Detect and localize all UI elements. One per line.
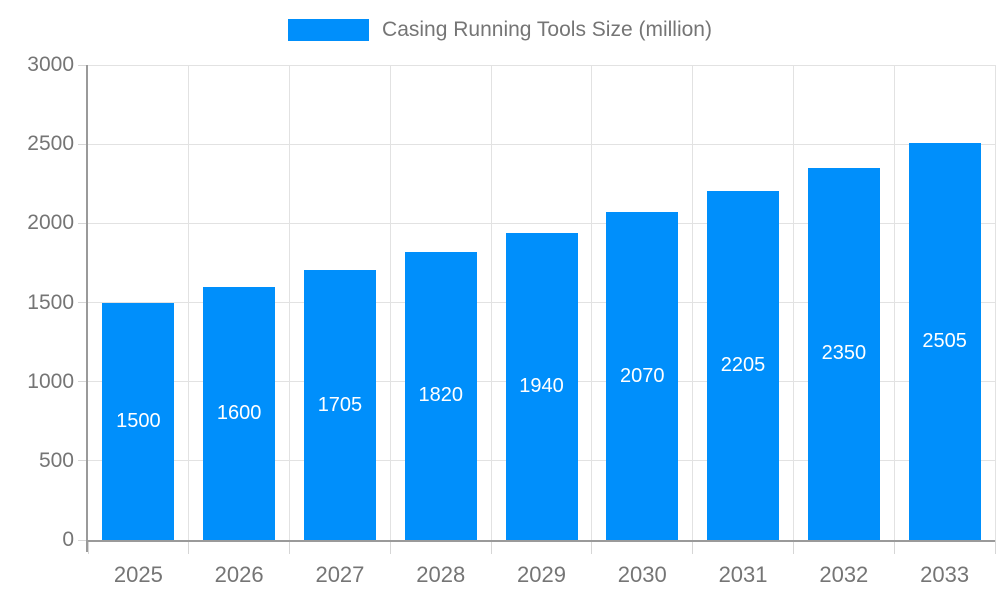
bar[interactable]: 1600 [203,286,276,540]
y-axis-label: 2000 [27,211,74,235]
y-axis-label: 3000 [27,53,74,76]
y-tick [78,460,86,462]
y-tick [78,539,86,541]
bar-value-label: 1820 [418,384,463,407]
bar[interactable]: 1940 [505,232,578,540]
bar[interactable]: 1820 [404,251,477,540]
v-gridline [792,65,794,540]
h-gridline [88,143,995,145]
bar[interactable]: 2505 [908,143,981,540]
v-gridline [591,65,593,540]
y-tick [78,222,86,224]
x-tick [289,540,291,554]
bar-value-label: 1940 [519,374,564,397]
x-axis-label: 2030 [617,562,667,587]
y-tick [78,302,86,303]
y-axis-label: 1000 [27,369,74,393]
bar[interactable]: 2350 [807,167,880,540]
x-tick [893,540,895,554]
x-tick [389,540,391,554]
x-tick [490,540,492,554]
v-gridline [389,65,391,540]
legend[interactable]: Casing Running Tools Size (million) [0,18,1000,42]
y-axis-line [86,65,88,552]
legend-label: Casing Running Tools Size (million) [382,18,712,41]
v-gridline [994,65,996,540]
x-axis-label: 2028 [416,562,466,587]
v-gridline [692,65,694,540]
plot-area: 0 500 1000 1500 2000 2500 3000 2025 1500 2026 1600… [27,53,996,587]
v-gridline [188,65,190,540]
legend-swatch [288,19,370,41]
x-axis-line [86,540,995,542]
bar-value-label: 1600 [216,401,262,424]
x-tick [188,540,190,554]
x-tick [994,540,996,554]
y-tick [78,143,86,145]
x-tick [792,540,794,554]
y-axis-label: 2500 [27,132,74,156]
v-gridline [490,65,492,540]
bar[interactable]: 1705 [303,270,376,540]
x-tick [692,540,694,554]
bar-value-label: 1500 [116,409,161,432]
x-axis-label: 2033 [920,562,970,587]
y-axis-label: 0 [62,528,74,551]
bar-value-label: 2205 [720,353,766,376]
x-tick [87,540,89,554]
x-axis-label: 2027 [315,562,365,587]
x-axis-label: 2025 [113,562,163,587]
bar-value-label: 2505 [922,330,967,353]
h-gridline [88,64,995,66]
v-gridline [893,65,895,540]
y-tick [78,64,86,66]
h-gridline [88,222,995,224]
x-axis-label: 2031 [718,562,768,587]
y-axis-label: 500 [38,448,74,472]
y-axis-label: 1500 [27,290,74,314]
bar-value-label: 2070 [620,364,665,387]
bar-value-label: 1705 [317,393,363,416]
x-axis-label: 2032 [819,562,869,587]
x-axis-label: 2026 [214,562,264,587]
v-gridline [289,65,291,540]
bar[interactable]: 1500 [102,302,175,540]
y-tick [78,381,86,383]
bar[interactable]: 2070 [606,212,679,540]
bar-value-label: 2350 [821,342,867,365]
bar[interactable]: 2205 [707,190,780,540]
x-axis-label: 2029 [517,562,566,587]
x-tick [591,540,593,554]
